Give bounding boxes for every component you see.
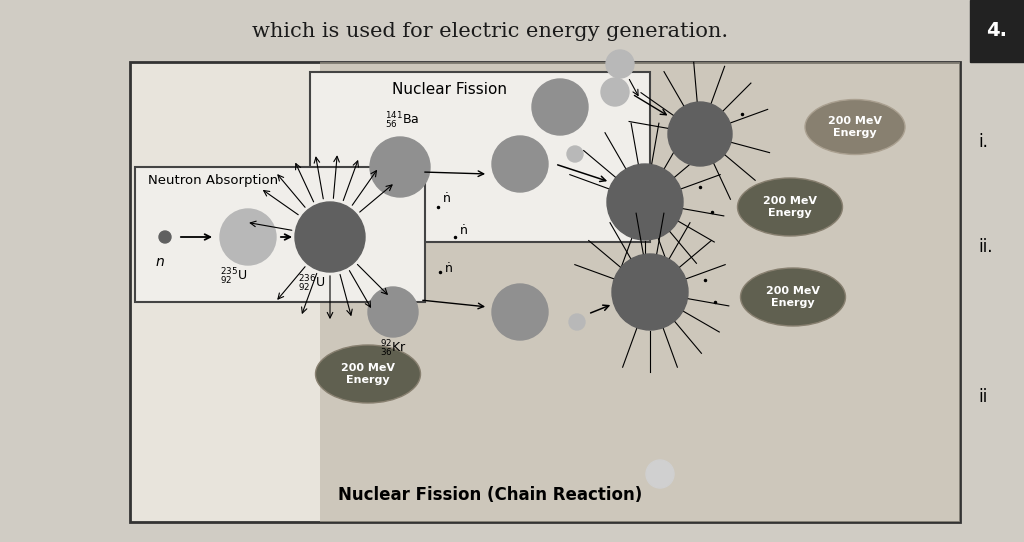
Circle shape xyxy=(295,202,365,272)
Circle shape xyxy=(368,287,418,337)
Circle shape xyxy=(606,50,634,78)
Text: Nuclear Fission: Nuclear Fission xyxy=(392,82,508,97)
Text: ṅ: ṅ xyxy=(460,224,468,237)
Text: $^{236}_{92}$U: $^{236}_{92}$U xyxy=(298,274,326,294)
Text: 200 MeV
Energy: 200 MeV Energy xyxy=(763,196,817,218)
Text: ṅ: ṅ xyxy=(443,192,451,205)
Text: i.: i. xyxy=(978,133,988,151)
Circle shape xyxy=(220,209,276,265)
Text: ii.: ii. xyxy=(978,238,992,256)
Text: ii: ii xyxy=(978,388,987,406)
Circle shape xyxy=(492,284,548,340)
Text: Neutron Absorption: Neutron Absorption xyxy=(148,174,279,187)
Ellipse shape xyxy=(737,178,843,236)
Text: $^{235}_{92}$U: $^{235}_{92}$U xyxy=(220,267,247,287)
Text: $^{141}_{56}$Ba: $^{141}_{56}$Ba xyxy=(385,111,419,131)
Circle shape xyxy=(159,231,171,243)
Bar xyxy=(310,72,650,242)
Circle shape xyxy=(607,164,683,240)
Circle shape xyxy=(567,146,583,162)
Circle shape xyxy=(492,136,548,192)
Text: n: n xyxy=(156,255,165,269)
Bar xyxy=(970,0,1024,62)
Bar xyxy=(319,62,961,522)
Ellipse shape xyxy=(805,100,905,154)
Circle shape xyxy=(569,314,585,330)
Text: which is used for electric energy generation.: which is used for electric energy genera… xyxy=(252,22,728,41)
Bar xyxy=(130,62,961,522)
Text: 200 MeV
Energy: 200 MeV Energy xyxy=(828,116,882,138)
Text: 4.: 4. xyxy=(986,22,1008,41)
Text: $^{92}_{36}$Kr: $^{92}_{36}$Kr xyxy=(380,339,407,359)
Circle shape xyxy=(646,460,674,488)
Text: ṅ: ṅ xyxy=(445,262,453,275)
Circle shape xyxy=(601,78,629,106)
Circle shape xyxy=(532,79,588,135)
Text: Nuclear Fission (Chain Reaction): Nuclear Fission (Chain Reaction) xyxy=(338,486,642,504)
Text: 200 MeV
Energy: 200 MeV Energy xyxy=(766,286,820,308)
Ellipse shape xyxy=(740,268,846,326)
Circle shape xyxy=(668,102,732,166)
Ellipse shape xyxy=(315,345,421,403)
Text: 200 MeV
Energy: 200 MeV Energy xyxy=(341,363,395,385)
Bar xyxy=(135,167,425,302)
Circle shape xyxy=(612,254,688,330)
Circle shape xyxy=(370,137,430,197)
